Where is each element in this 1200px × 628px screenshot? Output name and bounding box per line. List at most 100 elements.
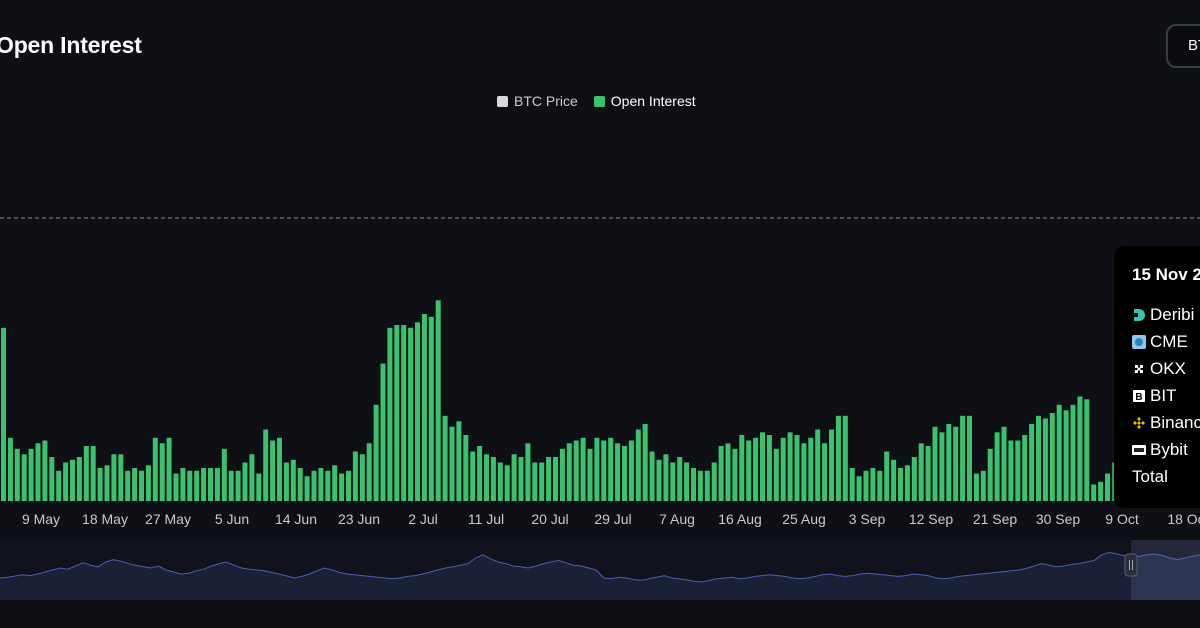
oi-bar[interactable]: [380, 363, 386, 502]
oi-bar[interactable]: [277, 437, 282, 502]
oi-bar[interactable]: [773, 448, 779, 502]
oi-bar[interactable]: [490, 457, 496, 501]
oi-bar[interactable]: [780, 437, 786, 502]
oi-bar[interactable]: [201, 468, 207, 501]
oi-bar[interactable]: [829, 429, 834, 502]
oi-bar[interactable]: [608, 437, 614, 502]
oi-bar[interactable]: [642, 424, 648, 501]
oi-bar[interactable]: [739, 435, 745, 501]
oi-bar[interactable]: [794, 435, 800, 501]
oi-bar[interactable]: [401, 325, 407, 501]
oi-bar[interactable]: [925, 446, 931, 501]
oi-bar[interactable]: [725, 443, 731, 502]
oi-bar[interactable]: [166, 437, 172, 502]
oi-bar[interactable]: [366, 443, 372, 502]
oi-bar[interactable]: [711, 462, 717, 502]
oi-bar[interactable]: [76, 457, 82, 501]
oi-bar[interactable]: [877, 470, 883, 502]
oi-bar[interactable]: [932, 426, 938, 502]
oi-bar[interactable]: [311, 470, 317, 502]
oi-bar[interactable]: [580, 437, 586, 502]
oi-bar[interactable]: [511, 454, 517, 502]
oi-bar[interactable]: [145, 465, 151, 502]
oi-bar[interactable]: [911, 457, 917, 501]
oi-bar[interactable]: [290, 459, 296, 502]
oi-bar[interactable]: [546, 457, 552, 501]
oi-bar[interactable]: [946, 424, 952, 501]
oi-bar[interactable]: [1036, 415, 1041, 502]
oi-bar[interactable]: [746, 440, 752, 502]
oi-bar[interactable]: [1070, 404, 1076, 502]
oi-bar[interactable]: [898, 468, 903, 501]
oi-bar[interactable]: [1084, 399, 1090, 502]
oi-bar[interactable]: [849, 468, 855, 501]
oi-bar[interactable]: [835, 415, 841, 502]
oi-bar[interactable]: [49, 457, 55, 501]
oi-bar[interactable]: [256, 473, 262, 502]
oi-bar[interactable]: [732, 448, 738, 502]
oi-bar[interactable]: [753, 437, 759, 502]
oi-bar[interactable]: [7, 437, 13, 502]
oi-bar[interactable]: [628, 440, 634, 502]
oi-bar[interactable]: [587, 448, 593, 502]
oi-bar[interactable]: [760, 432, 765, 502]
oi-bar[interactable]: [428, 316, 434, 502]
oi-bar[interactable]: [573, 440, 579, 502]
oi-bar[interactable]: [1001, 426, 1007, 502]
oi-bar[interactable]: [1056, 404, 1062, 502]
oi-bar[interactable]: [111, 454, 117, 502]
oi-bar[interactable]: [125, 470, 131, 502]
oi-bar[interactable]: [967, 415, 972, 502]
oi-bar[interactable]: [987, 448, 993, 502]
oi-bar[interactable]: [718, 446, 724, 501]
oi-bar[interactable]: [1015, 440, 1021, 502]
oi-bar[interactable]: [1063, 410, 1069, 502]
oi-bar[interactable]: [42, 440, 48, 502]
oi-bar[interactable]: [1077, 396, 1083, 502]
oi-bar[interactable]: [214, 468, 220, 501]
oi-bar[interactable]: [235, 470, 241, 502]
oi-bar[interactable]: [1008, 440, 1014, 502]
oi-bar[interactable]: [456, 421, 462, 502]
oi-bar[interactable]: [497, 462, 503, 502]
asset-selector-button[interactable]: BT: [1166, 24, 1200, 68]
oi-bar[interactable]: [442, 415, 448, 502]
oi-bar[interactable]: [1029, 424, 1035, 501]
oi-bar[interactable]: [677, 457, 683, 501]
oi-bar[interactable]: [70, 459, 75, 502]
oi-bar[interactable]: [435, 300, 441, 502]
oi-bar[interactable]: [249, 454, 255, 502]
oi-bar[interactable]: [918, 443, 924, 502]
oi-bar[interactable]: [960, 415, 966, 502]
oi-bar[interactable]: [228, 470, 234, 502]
oi-bar[interactable]: [477, 446, 483, 501]
oi-bar[interactable]: [787, 432, 793, 502]
oi-bar[interactable]: [663, 454, 669, 502]
oi-bar[interactable]: [656, 459, 662, 502]
oi-bar[interactable]: [884, 451, 890, 502]
oi-bar[interactable]: [346, 470, 351, 502]
oi-bar[interactable]: [242, 462, 248, 502]
oi-bar[interactable]: [766, 435, 772, 501]
oi-bar[interactable]: [297, 468, 303, 501]
oi-bar[interactable]: [152, 437, 158, 502]
oi-bar[interactable]: [559, 448, 565, 502]
oi-bar[interactable]: [35, 443, 41, 502]
oi-bar[interactable]: [63, 462, 69, 502]
oi-bar[interactable]: [484, 454, 489, 502]
oi-bar[interactable]: [635, 429, 641, 502]
oi-bar[interactable]: [863, 470, 869, 502]
oi-bar[interactable]: [939, 432, 945, 502]
oi-bar[interactable]: [283, 462, 289, 502]
oi-bar[interactable]: [159, 443, 165, 502]
oi-bar[interactable]: [808, 437, 814, 502]
oi-bar[interactable]: [387, 327, 393, 502]
oi-bar[interactable]: [856, 476, 862, 502]
oi-bar[interactable]: [822, 443, 828, 502]
oi-bar[interactable]: [904, 465, 910, 502]
oi-bar[interactable]: [697, 470, 703, 502]
oi-bar[interactable]: [532, 462, 538, 502]
oi-bar[interactable]: [1042, 418, 1048, 502]
oi-bar[interactable]: [601, 440, 607, 502]
oi-bar[interactable]: [684, 462, 690, 502]
